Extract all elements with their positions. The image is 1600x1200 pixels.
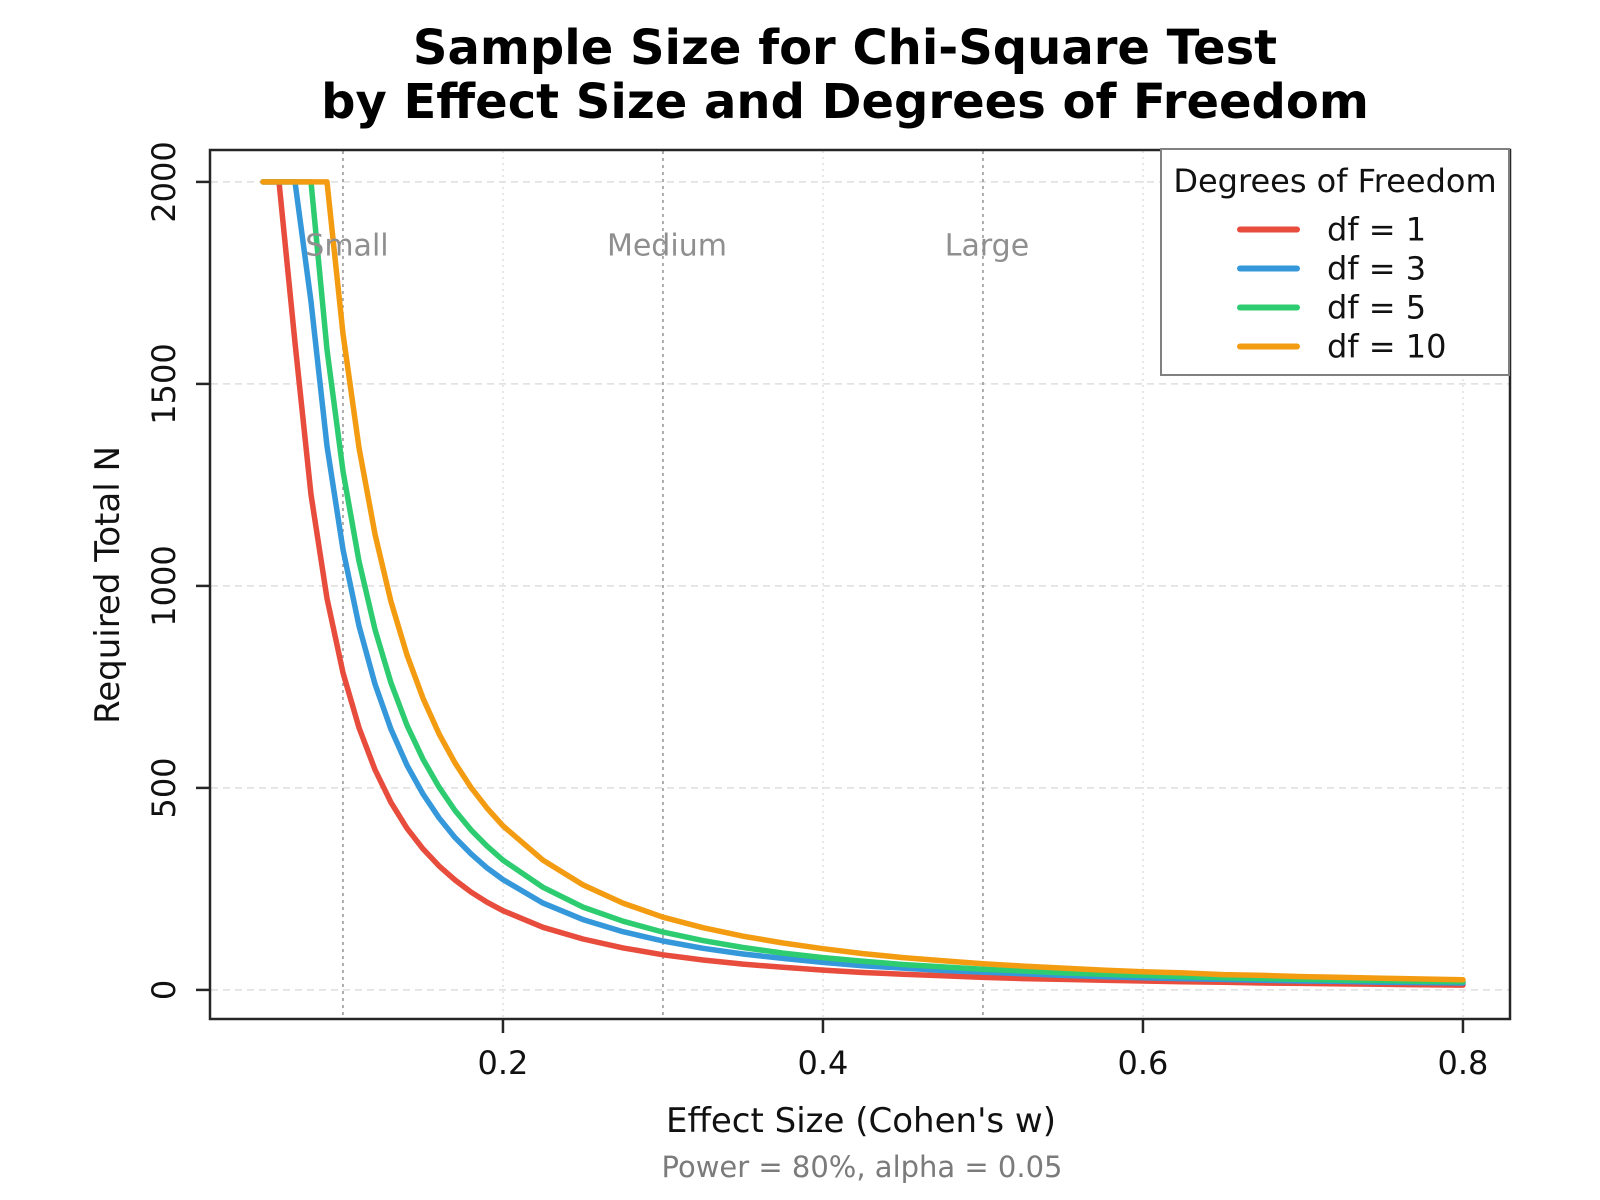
legend-entry: df = 5 [1162,288,1508,327]
chart-title-line-1: Sample Size for Chi-Square Test [412,20,1278,76]
legend-title: Degrees of Freedom [1173,162,1497,200]
legend-entry-label: df = 3 [1327,249,1427,287]
chart-title-line-2: by Effect Size and Degrees of Freedom [321,74,1369,130]
y-tick-label: 500 [145,757,183,819]
y-tick-label: 2000 [145,141,183,223]
legend-swatch-line [1237,265,1300,271]
y-tick-label: 1000 [145,545,183,627]
x-tick-label: 0.2 [477,1044,529,1082]
legend: Degrees of Freedom df = 1 df = 3 df = 5 df … [1160,148,1510,376]
reference-label-small: Small [305,228,389,264]
legend-entry-label: df = 5 [1327,288,1427,326]
plot-border [208,148,1512,1021]
legend-swatch-line [1237,226,1300,232]
y-tick-label: 0 [145,979,183,1001]
x-tick-label: 0.6 [1117,1044,1169,1082]
legend-entry-label: df = 10 [1327,327,1447,365]
reference-label-large: Large [944,228,1030,264]
series-curve-df-5 [260,179,1466,985]
legend-entry: df = 3 [1162,249,1508,288]
legend-entry-label: df = 1 [1327,210,1427,248]
series-curve-df-1 [260,179,1466,988]
legend-entry: df = 10 [1162,327,1508,366]
x-axis-title: Effect Size (Cohen's w) [665,1101,1057,1141]
y-axis-title: Required Total N [88,446,128,724]
legend-entry: df = 1 [1162,210,1508,249]
reference-label-medium: Medium [606,228,727,264]
x-tick-label: 0.4 [797,1044,849,1082]
plot-subtitle: Power = 80%, alpha = 0.05 [661,1150,1063,1184]
y-tick-label: 1500 [145,343,183,425]
series-curve-df-10 [260,179,1466,983]
legend-swatch-line [1237,343,1300,349]
legend-swatch-line [1237,304,1300,310]
x-tick-label: 0.8 [1437,1044,1489,1082]
